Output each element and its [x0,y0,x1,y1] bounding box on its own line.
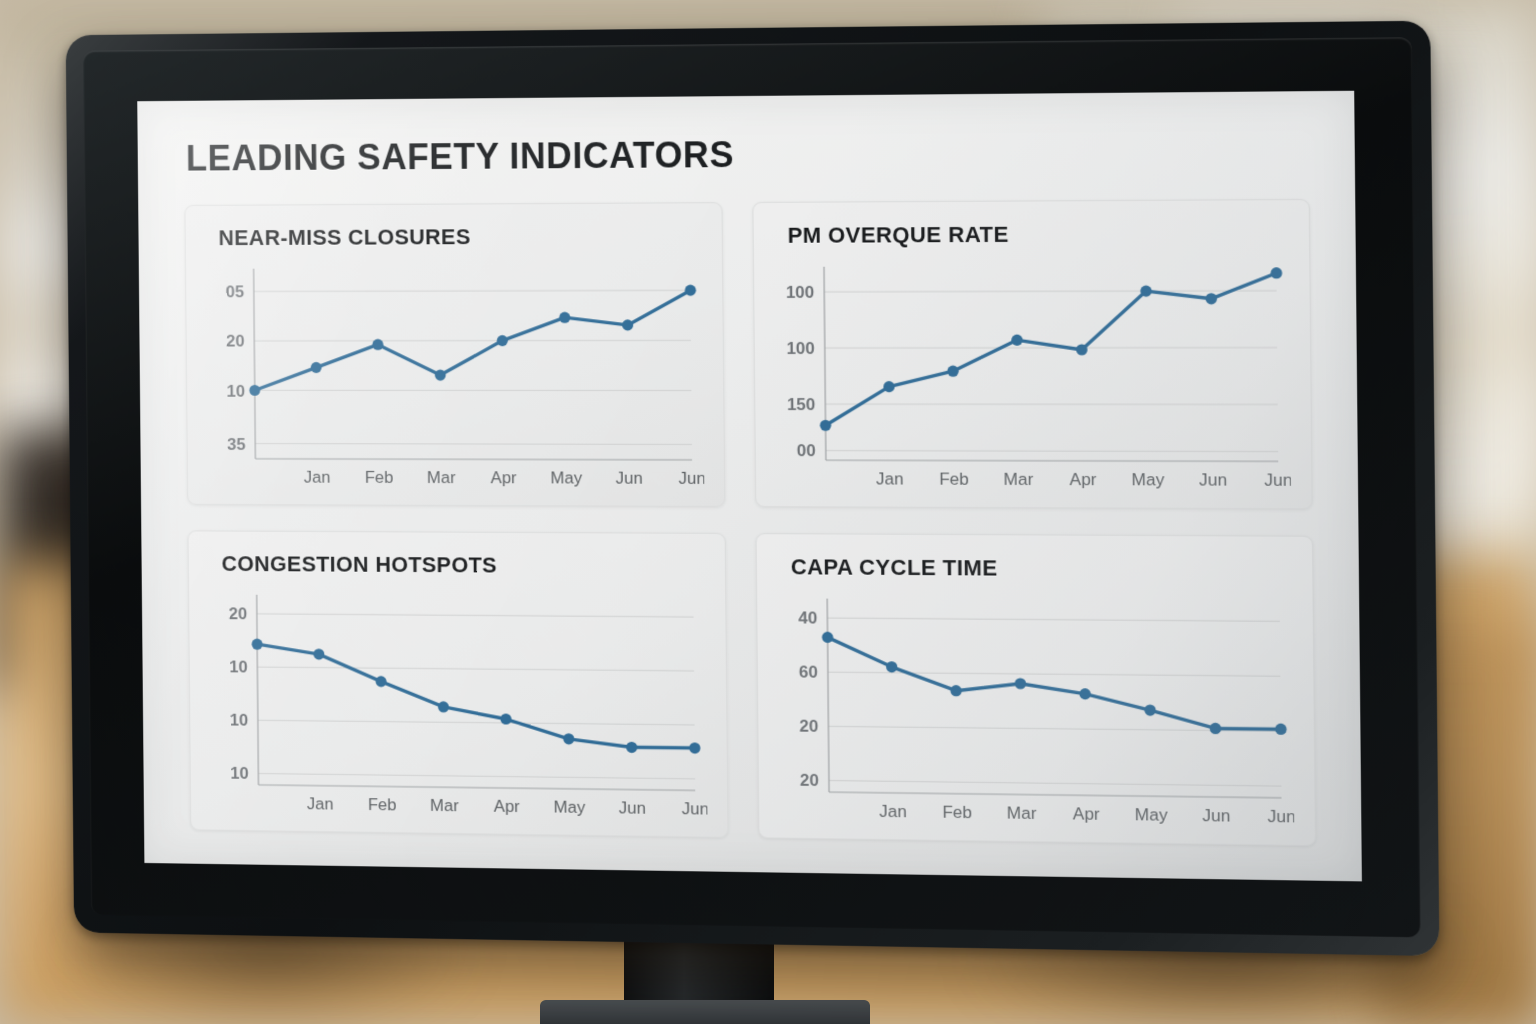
x-axis-tick-label: Apr [1069,470,1097,490]
data-point-marker[interactable] [1270,267,1283,279]
x-axis-tick-label: Apr [491,468,518,487]
card-title: CONGESTION HOTSPOTS [221,551,498,578]
data-point-marker[interactable] [437,701,449,713]
line-chart-congestion-hotspots[interactable]: 20 10 10 10 Jan Feb Mar Apr May Jun Jun [206,587,707,825]
data-point-marker[interactable] [821,631,834,643]
y-axis-tick-label: 60 [799,663,818,682]
x-axis-tick-label: Feb [368,795,397,814]
x-axis-tick-label: May [553,797,585,817]
kpi-card-grid: NEAR-MISS CLOSURES 05 20 10 35 Jan Feb Mar Apr M… [184,198,1317,847]
x-axis-tick-label: Jun [1267,807,1294,827]
y-axis-tick-label: 20 [799,717,818,736]
card-title: PM OVERQUE RATE [787,221,1009,248]
x-axis-tick-label: Jan [876,469,904,488]
kpi-card-congestion-hotspots[interactable]: CONGESTION HOTSPOTS 20 10 10 10 Jan Feb Mar Apr… [187,530,729,838]
x-axis-tick-label: Mar [430,796,459,815]
data-point-marker[interactable] [819,419,832,432]
data-point-marker[interactable] [689,742,701,754]
data-point-marker[interactable] [950,685,962,697]
y-axis-tick-label: 20 [800,771,819,791]
data-point-marker[interactable] [626,741,638,753]
y-axis-tick-label: 40 [798,609,817,628]
y-axis-tick-label: 05 [226,282,244,301]
data-point-marker[interactable] [249,384,261,396]
page-title: LEADING SAFETY INDICATORS [185,134,735,179]
x-axis-tick-label: Apr [1073,804,1101,824]
y-axis-tick-label: 10 [227,381,245,400]
card-title: CAPA CYCLE TIME [790,554,998,581]
x-axis-tick-label: Jun [1264,470,1291,490]
data-point-marker[interactable] [372,339,384,351]
data-point-marker[interactable] [1014,677,1027,690]
y-axis-tick-label: 20 [226,332,244,351]
kpi-card-near-miss-closures[interactable]: NEAR-MISS CLOSURES 05 20 10 35 Jan Feb Mar Apr M… [184,202,726,507]
data-point-marker[interactable] [1140,285,1152,297]
x-axis-tick-label: May [1131,470,1165,490]
x-axis-tick-label: Jun [1199,470,1227,490]
x-axis-tick-label: Mar [1007,803,1037,823]
x-axis-tick-label: Feb [942,802,972,822]
x-axis-tick-label: Mar [1003,470,1033,489]
y-axis-tick-label: 00 [797,441,816,460]
data-point-marker[interactable] [310,361,322,374]
line-chart-pm-overque-rate[interactable]: 100 100 150 00 Jan Feb Mar Apr May Jun Jun [772,257,1291,496]
data-point-marker[interactable] [883,381,895,393]
y-axis-tick-label: 100 [786,283,815,302]
x-axis-tick-label: Mar [427,468,456,487]
x-axis-tick-label: Jan [304,468,331,487]
monitor-stand-base [540,1000,870,1024]
data-point-marker[interactable] [559,311,571,324]
card-title: NEAR-MISS CLOSURES [218,224,471,251]
monitor-screen: LEADING SAFETY INDICATORS NEAR-MISS CLOS… [137,90,1362,882]
x-axis-tick-label: Jan [879,802,907,822]
y-axis-tick-label: 10 [229,658,247,677]
y-axis-tick-label: 10 [230,764,248,783]
data-point-marker[interactable] [1079,688,1091,700]
data-point-marker[interactable] [1205,293,1218,305]
y-axis-tick-label: 10 [230,711,248,730]
data-point-marker[interactable] [1076,344,1088,356]
y-axis-tick-label: 150 [787,395,816,414]
data-point-marker[interactable] [500,713,512,725]
x-axis-tick-label: May [1135,805,1169,825]
x-axis-tick-label: Jun [1202,806,1230,826]
data-point-marker[interactable] [375,675,387,688]
x-axis-tick-label: Jun [615,468,642,487]
x-axis-tick-label: Feb [365,468,394,487]
x-axis-tick-label: Jun [679,469,705,488]
line-chart-near-miss-closures[interactable]: 05 20 10 35 Jan Feb Mar Apr May Jun Jun [203,259,704,494]
data-point-marker[interactable] [684,284,697,296]
kpi-card-capa-cycle-time[interactable]: CAPA CYCLE TIME 40 60 20 20 Jan Feb Mar Apr May J… [755,533,1317,847]
y-axis-tick-label: 20 [229,605,247,624]
y-axis-tick-label: 100 [786,339,815,358]
y-axis-tick-label: 35 [227,434,245,453]
series-line [828,637,1281,729]
series-line [257,644,695,748]
monitor-bezel: LEADING SAFETY INDICATORS NEAR-MISS CLOS… [83,37,1421,938]
data-point-marker[interactable] [434,369,446,381]
data-point-marker[interactable] [251,638,263,650]
x-axis-tick-label: Jan [307,794,334,813]
data-point-marker[interactable] [886,661,898,673]
x-axis-tick-label: Jun [682,799,708,819]
kpi-card-pm-overque-rate[interactable]: PM OVERQUE RATE 100 100 150 00 Jan Feb Mar Apr M… [752,198,1313,510]
x-axis-tick-label: May [550,468,582,487]
data-point-marker[interactable] [563,733,575,745]
computer-monitor: LEADING SAFETY INDICATORS NEAR-MISS CLOS… [65,20,1440,957]
safety-dashboard: LEADING SAFETY INDICATORS NEAR-MISS CLOS… [137,91,1362,882]
data-point-marker[interactable] [496,335,508,347]
data-point-marker[interactable] [947,365,959,377]
data-point-marker[interactable] [1144,704,1156,716]
data-point-marker[interactable] [622,319,634,331]
data-point-marker[interactable] [313,648,325,660]
x-axis-tick-label: Jun [619,798,646,818]
x-axis-tick-label: Feb [939,469,969,488]
line-chart-capa-cycle-time[interactable]: 40 60 20 20 Jan Feb Mar Apr May Jun Jun [775,590,1294,832]
data-point-marker[interactable] [1209,722,1222,735]
data-point-marker[interactable] [1011,334,1023,346]
x-axis-tick-label: Apr [494,797,521,816]
data-point-marker[interactable] [1275,723,1287,735]
